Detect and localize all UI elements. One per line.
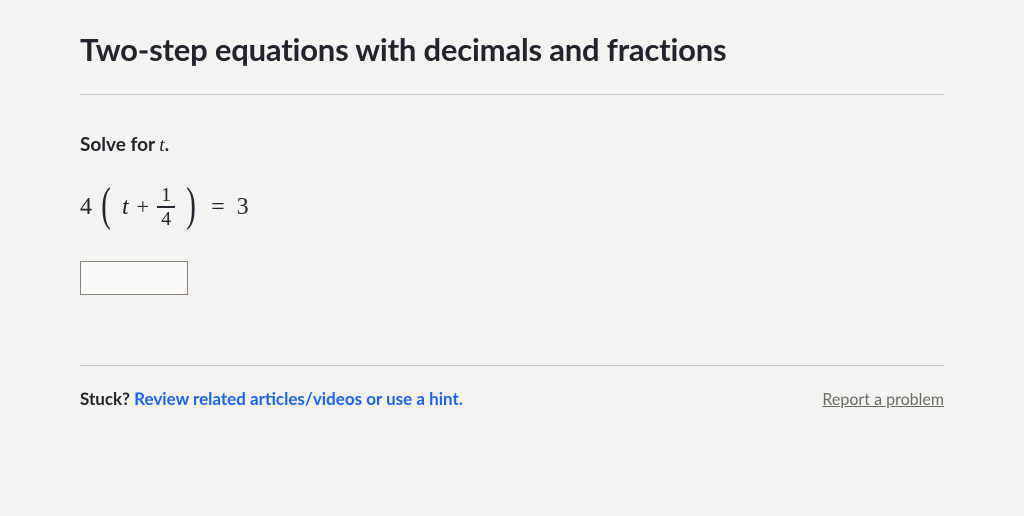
stuck-prompt: Stuck? Review related articles/videos or… [80,388,463,409]
hint-link[interactable]: Review related articles/videos or use a … [134,388,463,409]
prompt-suffix: . [165,133,170,156]
problem-prompt: Solve for t. [80,133,944,157]
fraction-numerator: 1 [157,184,175,206]
prompt-prefix: Solve for [80,133,159,156]
title-divider [80,94,944,95]
equals-sign: = [211,195,225,219]
paren-close: ) [186,181,196,229]
equation-variable: t [122,195,129,219]
equation-rhs: 3 [237,195,249,219]
report-problem-link[interactable]: Report a problem [822,390,944,409]
page-title: Two-step equations with decimals and fra… [80,30,944,68]
footer-bar: Stuck? Review related articles/videos or… [80,365,944,409]
equation-inner: t + 1 4 [120,184,177,230]
equation-fraction: 1 4 [157,184,175,230]
equation-display: 4 ( t + 1 4 ) = 3 [80,183,944,231]
equation-coefficient: 4 [80,195,92,219]
paren-open: ( [101,181,111,229]
stuck-label: Stuck? [80,388,134,409]
equation-operator: + [137,196,149,218]
fraction-denominator: 4 [157,208,175,230]
answer-input[interactable] [80,261,188,295]
